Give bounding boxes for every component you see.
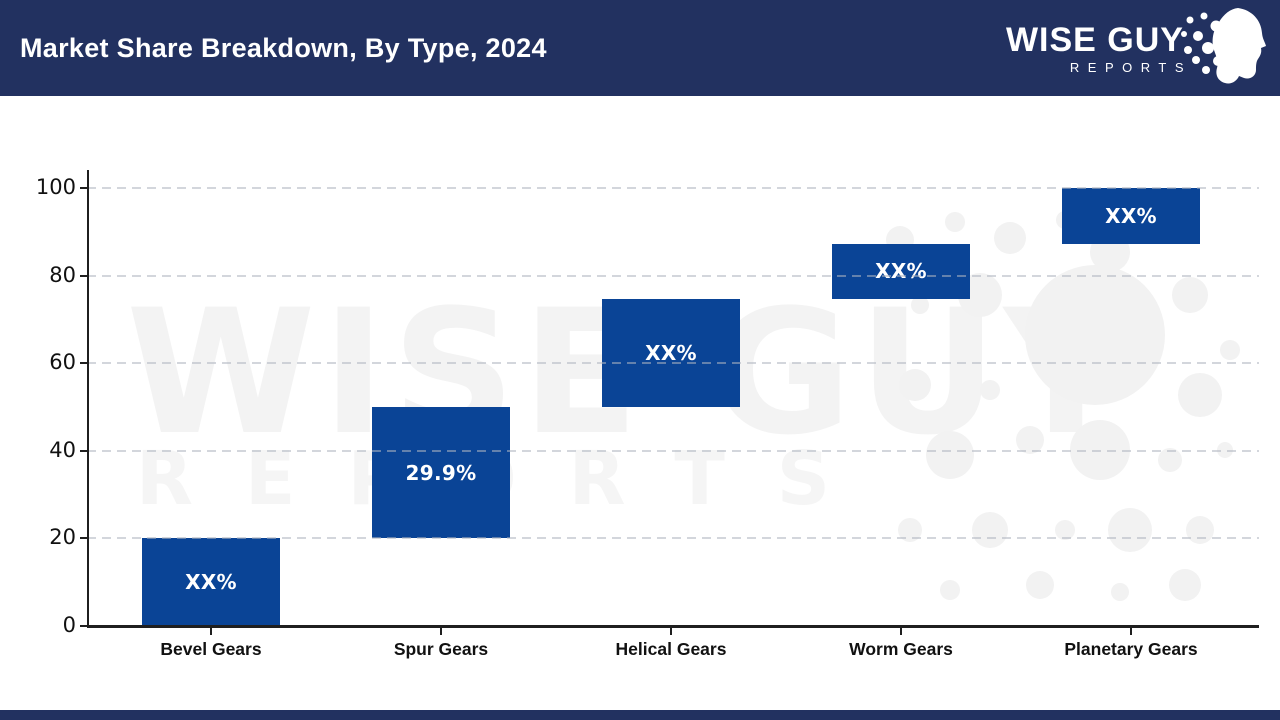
bar-value-label: XX% — [185, 570, 237, 595]
footer-bar — [0, 710, 1280, 720]
y-axis-tick — [80, 274, 87, 277]
logo-text: WISE GUY REPORTS — [1006, 23, 1184, 75]
waterfall-bar: 29.9% — [372, 407, 510, 539]
x-axis-tick — [440, 628, 442, 635]
x-axis-category-label: Bevel Gears — [160, 639, 262, 659]
x-axis-category-label: Worm Gears — [849, 639, 953, 659]
page-title: Market Share Breakdown, By Type, 2024 — [20, 32, 547, 63]
logo-head-icon — [1181, 8, 1266, 84]
y-axis-tick — [80, 625, 87, 627]
x-axis-tick — [210, 628, 212, 635]
y-axis-tick — [80, 537, 87, 540]
logo-subtitle: REPORTS — [1069, 60, 1192, 75]
x-axis-tick — [1130, 628, 1132, 635]
y-axis-tick-label: 60 — [49, 350, 76, 375]
y-axis-line — [87, 170, 89, 626]
y-axis-tick — [80, 187, 87, 189]
y-axis-tick-label: 100 — [35, 175, 76, 199]
y-axis-tick-label: 40 — [49, 437, 76, 462]
y-axis-tick-label: 80 — [49, 262, 76, 287]
gridline-40 — [87, 449, 1259, 452]
waterfall-bar: XX% — [832, 243, 970, 300]
gridline-20 — [87, 537, 1259, 540]
bar-value-label: XX% — [645, 341, 697, 366]
y-axis-tick — [80, 449, 87, 452]
waterfall-bar: XX% — [1062, 188, 1200, 244]
x-axis-category-label: Spur Gears — [393, 639, 489, 659]
gridline-100 — [87, 187, 1259, 189]
waterfall-bar: XX% — [142, 538, 280, 626]
gridline-60 — [87, 362, 1259, 365]
x-axis-category-label: Planetary Gears — [1064, 639, 1198, 659]
x-axis-tick — [670, 628, 672, 635]
header-bar: Market Share Breakdown, By Type, 2024 WI… — [0, 0, 1280, 96]
bar-value-label: 29.9% — [405, 460, 477, 485]
y-axis-tick-label: 20 — [49, 525, 76, 550]
wiseguy-logo: WISE GUY REPORTS — [1006, 6, 1266, 86]
y-axis-tick — [80, 362, 87, 365]
y-axis-tick-label: 0 — [62, 613, 76, 637]
x-axis-line — [87, 625, 1259, 628]
x-axis-tick — [900, 628, 902, 635]
logo-wordmark: WISE GUY — [1005, 21, 1184, 59]
waterfall-bar: XX% — [602, 299, 740, 408]
gridline-80 — [87, 274, 1259, 277]
bar-value-label: XX% — [875, 259, 927, 284]
bar-value-label: XX% — [1105, 203, 1157, 228]
x-axis-category-label: Helical Gears — [615, 639, 727, 659]
